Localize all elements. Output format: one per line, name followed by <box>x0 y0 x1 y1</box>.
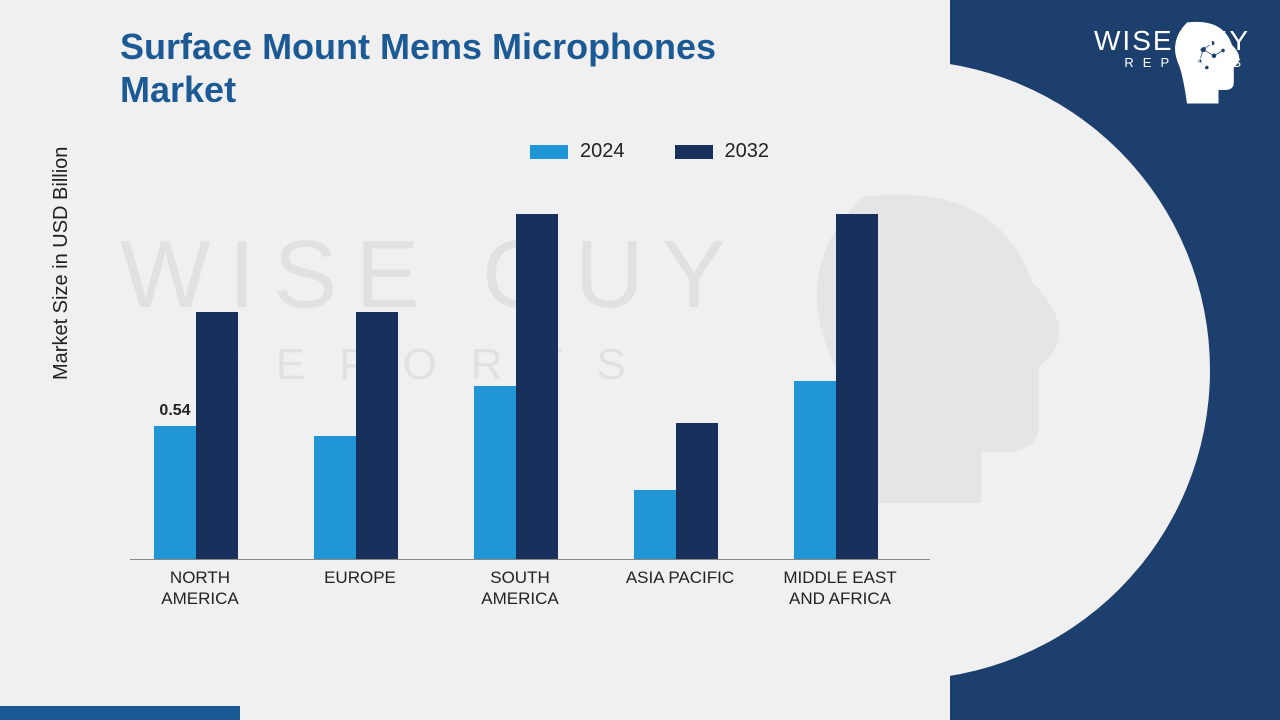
bottom-accent-bar <box>0 706 240 720</box>
legend: 2024 2032 <box>530 140 769 163</box>
chart-title: Surface Mount Mems Microphones Market <box>120 25 740 111</box>
brand-logo: WISE GUY REPORTS <box>1094 25 1250 70</box>
y-axis-label: Market Size in USD Billion <box>50 147 73 380</box>
chart-area: Market Size in USD Billion 20242032 0.54… <box>70 140 950 680</box>
legend-label: 2032 <box>725 140 770 163</box>
bar-2032 <box>676 423 718 559</box>
bar-2032 <box>836 214 878 559</box>
x-axis-label: EUROPE <box>290 559 430 588</box>
legend-swatch <box>530 145 568 159</box>
bar-2032 <box>516 214 558 559</box>
bar-2024 <box>314 436 356 559</box>
bar-2024: 0.54 <box>154 426 196 559</box>
bar-2024 <box>794 381 836 559</box>
bar-2032 <box>196 312 238 559</box>
brand-main: WISE GUY <box>1094 25 1250 57</box>
x-axis-label: MIDDLE EAST AND AFRICA <box>770 559 910 610</box>
bar-2024 <box>474 386 516 559</box>
plot-region: 0.54NORTH AMERICAEUROPESOUTH AMERICAASIA… <box>130 190 930 560</box>
x-axis-label: SOUTH AMERICA <box>450 559 590 610</box>
legend-item: 2024 <box>530 140 625 163</box>
x-axis-label: ASIA PACIFIC <box>610 559 750 588</box>
brand-sub: REPORTS <box>1094 55 1250 70</box>
bar-value-label: 0.54 <box>154 402 196 420</box>
legend-item: 2032 <box>675 140 770 163</box>
legend-label: 2024 <box>580 140 625 163</box>
bar-2024 <box>634 490 676 559</box>
legend-swatch <box>675 145 713 159</box>
bar-2032 <box>356 312 398 559</box>
x-axis-label: NORTH AMERICA <box>130 559 270 610</box>
